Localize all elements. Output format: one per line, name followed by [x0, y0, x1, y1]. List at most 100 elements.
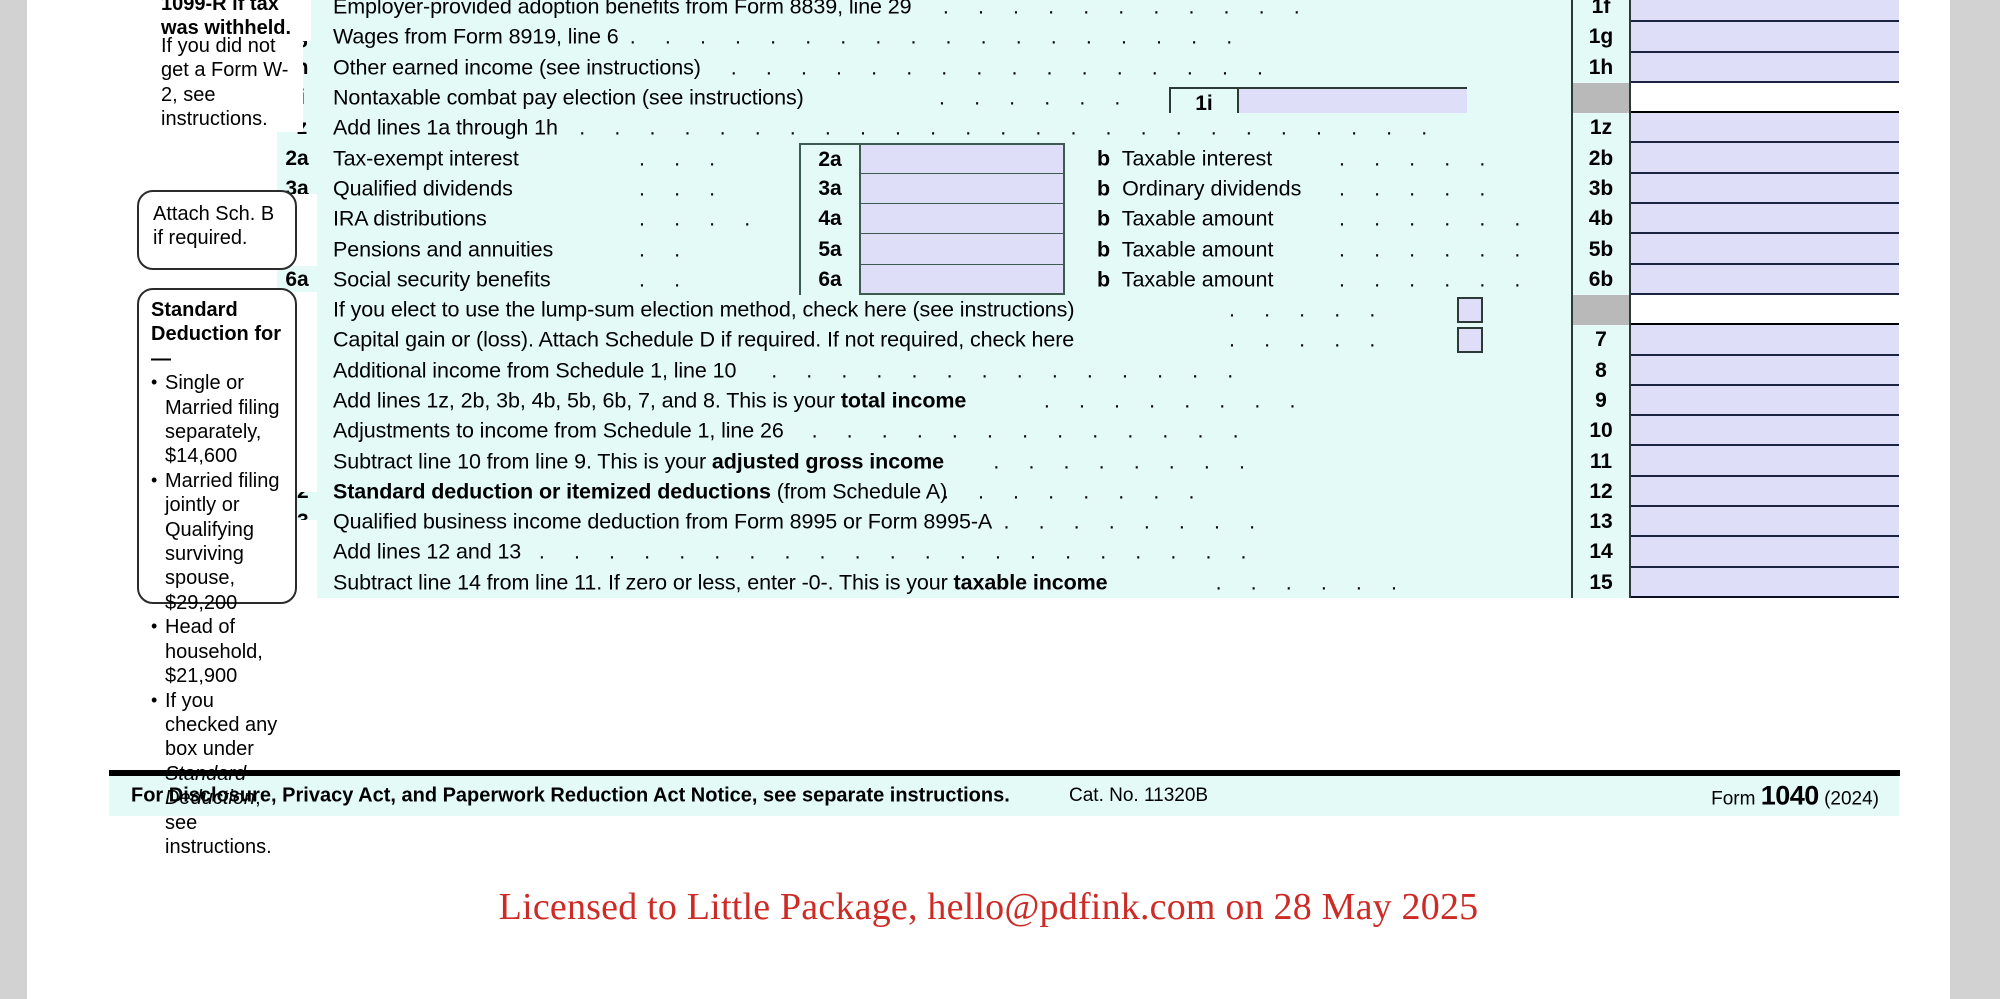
- inner-box-label-6a: 6a: [799, 264, 861, 295]
- row-label-1h: Other earned income (see instructions): [333, 55, 701, 80]
- std-ded-bullet-4-italic: Standard Deduction: [165, 762, 256, 810]
- line-number-box-10: 10: [1571, 416, 1631, 447]
- row-stub: [109, 143, 277, 174]
- line-number-box-6b: 6b: [1571, 264, 1631, 295]
- inner-box-value-2a[interactable]: [861, 143, 1065, 174]
- amount-column-14: 14: [1571, 537, 1899, 568]
- amount-column-1g: 1g: [1571, 22, 1899, 53]
- attach-sch-b-line1: Attach Sch. B: [153, 203, 275, 225]
- amount-field-6b[interactable]: [1631, 264, 1899, 295]
- checkbox-7[interactable]: [1457, 327, 1483, 354]
- amount-field-2b[interactable]: [1631, 143, 1899, 174]
- std-ded-bullet-3-text: Head of household, $21,900: [165, 616, 263, 688]
- row-label-9: Add lines 1z, 2b, 3b, 4b, 5b, 6b, 7, and…: [333, 388, 967, 413]
- amount-column-13: 13: [1571, 507, 1899, 538]
- row-label-10: Adjustments to income from Schedule 1, l…: [333, 418, 784, 443]
- std-ded-title-1: Standard: [151, 299, 238, 321]
- leader-dots-13: . . . . . . . .: [1003, 509, 1256, 534]
- line-number-box-5b: 5b: [1571, 234, 1631, 265]
- amount-field-8[interactable]: [1631, 355, 1899, 386]
- inner-box-label-4a: 4a: [799, 204, 861, 235]
- amount-column-12: 12: [1571, 476, 1899, 508]
- amount-field-1h[interactable]: [1631, 52, 1899, 83]
- amount-field-1g[interactable]: [1631, 22, 1899, 53]
- form-row-14: 14 Add lines 12 and 13 . . . . . . . . . .…: [109, 537, 1899, 568]
- leader-dots-10: . . . . . . . . . . . . .: [811, 418, 1239, 443]
- inner-amount-box-2a[interactable]: 2a: [799, 143, 1065, 174]
- std-ded-bullet-4-pre: If you checked any box under: [165, 689, 278, 761]
- leader-dots-4: . . . .: [639, 206, 751, 231]
- row-label-1g: Wages from Form 8919, line 6: [333, 24, 619, 49]
- inner-box-value-3a[interactable]: [861, 173, 1065, 205]
- leader-dots-3: . . .: [639, 176, 715, 201]
- amount-column-11: 11: [1571, 446, 1899, 477]
- line-number-box-3b: 3b: [1571, 173, 1631, 205]
- footer-rule: [109, 770, 1900, 776]
- inner-box-value-5a[interactable]: [861, 234, 1065, 265]
- line-number-box-4b: 4b: [1571, 204, 1631, 235]
- inner-box-value-4a[interactable]: [861, 204, 1065, 235]
- checkbox-6c[interactable]: [1457, 297, 1483, 324]
- amount-field-15[interactable]: [1631, 567, 1899, 598]
- inner-box-value-6a[interactable]: [861, 264, 1065, 295]
- form-year: (2024): [1824, 788, 1879, 810]
- form-identifier: Form 1040 (2024): [1711, 781, 1879, 812]
- line-number-box-11: 11: [1571, 446, 1631, 477]
- row-b-label-5b: b Taxable amount: [1097, 237, 1274, 262]
- amount-field-1i: [1631, 82, 1899, 114]
- leader-dots-2: . . .: [639, 146, 715, 171]
- inner-amount-box-5a[interactable]: 5a: [799, 234, 1065, 265]
- amount-field-12[interactable]: [1631, 476, 1899, 508]
- row-label-11: Subtract line 10 from line 9. This is yo…: [333, 449, 944, 474]
- w2-note-bold-text: 1099-R if tax was withheld.: [161, 0, 292, 40]
- row-label-7: Capital gain or (loss). Attach Schedule …: [333, 327, 1075, 352]
- row-b-label-2b: b Taxable interest: [1097, 146, 1273, 171]
- amount-field-3b[interactable]: [1631, 173, 1899, 205]
- amount-column-9: 9: [1571, 385, 1899, 417]
- form-row-8: 8 Additional income from Schedule 1, line…: [109, 355, 1899, 386]
- form-row-10: 10 Adjustments to income from Schedule 1,…: [109, 416, 1899, 447]
- line-number-box-13: 13: [1571, 507, 1631, 538]
- line-number-box-1g: 1g: [1571, 22, 1631, 53]
- amount-field-11[interactable]: [1631, 446, 1899, 477]
- form-row-3: 3a Qualified dividends 3a. . .b Ordinary d…: [109, 173, 1899, 205]
- inner-amount-box-6a[interactable]: 6a: [799, 264, 1065, 295]
- amount-field-5b[interactable]: [1631, 234, 1899, 265]
- amount-field-7[interactable]: [1631, 325, 1899, 356]
- form-row-1f: fEmployer-provided adoption benefits fro…: [109, 0, 1899, 23]
- leader-dots-5: . .: [639, 237, 680, 262]
- row-label-12: Standard deduction or itemized deduction…: [333, 479, 948, 504]
- row-marker-2: 2a: [285, 146, 309, 170]
- row-label-1i: Nontaxable combat pay election (see inst…: [333, 85, 804, 110]
- amount-field-13[interactable]: [1631, 507, 1899, 538]
- leader-dots-12: . . . . . . . .: [942, 479, 1195, 504]
- amount-field-10[interactable]: [1631, 416, 1899, 447]
- amount-column-3: 3b: [1571, 173, 1899, 205]
- form-row-1z: zAdd lines 1a through 1h. . . . . . . . …: [109, 113, 1899, 144]
- row-label-4: IRA distributions: [333, 206, 487, 231]
- row-b-leader-2b: . . . . .: [1339, 146, 1486, 171]
- amount-field-9[interactable]: [1631, 385, 1899, 417]
- amount-field-1f[interactable]: [1631, 0, 1899, 23]
- amount-field-6c: [1631, 294, 1899, 326]
- inner-amount-box-4a[interactable]: 4a: [799, 204, 1065, 235]
- row-b-leader-3b: . . . . .: [1339, 176, 1486, 201]
- leader-dots-6c: . . . . .: [1229, 297, 1376, 322]
- inner-box-label-5a: 5a: [799, 234, 861, 265]
- amount-field-14[interactable]: [1631, 537, 1899, 568]
- standard-deduction-content: Standard Deduction for— Single or Marrie…: [139, 290, 295, 865]
- amount-field-1z[interactable]: [1631, 113, 1899, 144]
- row-label-2: Tax-exempt interest: [333, 146, 519, 171]
- form-row-6: 6a Social security benefits 6a . . b Taxable…: [109, 264, 1899, 295]
- line-number-box-1z: 1z: [1571, 113, 1631, 144]
- line-number-box-9: 9: [1571, 385, 1631, 417]
- amount-column-7: 7: [1571, 325, 1899, 356]
- inner-amount-box-3a[interactable]: 3a: [799, 173, 1065, 205]
- standard-deduction-bullets: Single or Married filing separately, $14…: [151, 370, 287, 859]
- amount-field-4b[interactable]: [1631, 204, 1899, 235]
- amount-column-1i: [1571, 82, 1899, 114]
- leader-dots-1h: . . . . . . . . . . . . . . . .: [730, 55, 1263, 80]
- amount-column-1f: 1f: [1571, 0, 1899, 23]
